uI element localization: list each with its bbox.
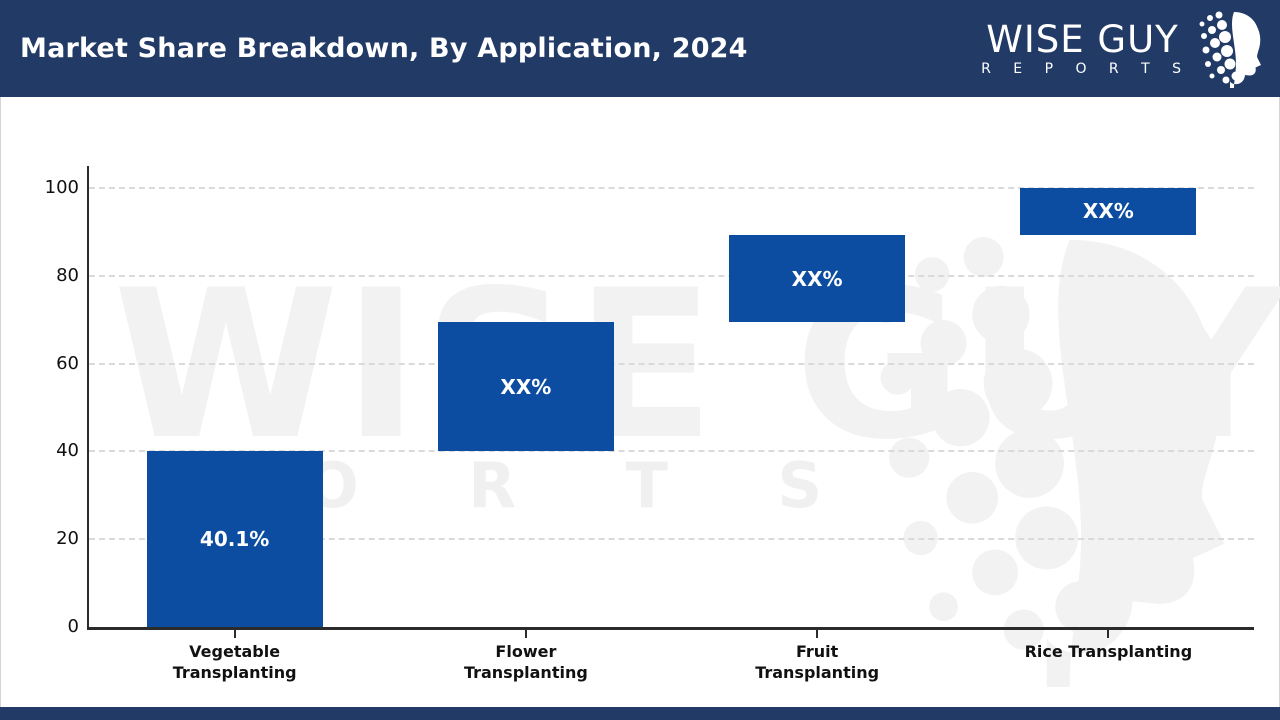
category-label-line: Vegetable xyxy=(189,642,281,661)
wise-guy-logo: WISE GUY R E P O R T S xyxy=(975,10,1262,88)
x-tick-mark xyxy=(1107,630,1110,638)
y-tick-label: 40 xyxy=(56,440,79,462)
category-label: Rice Transplanting xyxy=(978,642,1238,663)
page-title: Market Share Breakdown, By Application, … xyxy=(20,33,748,64)
x-tick-mark xyxy=(524,630,527,638)
x-tick-mark xyxy=(233,630,236,638)
chart-canvas: WISE GUY P O R T S 0 20 40 60 80 100 40.1% Vege… xyxy=(0,97,1280,707)
bar-value-label: XX% xyxy=(1082,199,1134,224)
category-label-line: Fruit xyxy=(795,642,839,661)
category-label-line: Transplanting xyxy=(463,662,588,682)
y-gridline xyxy=(89,538,1254,541)
y-tick-label: 100 xyxy=(44,176,79,198)
logo-subtitle: R E P O R T S xyxy=(981,61,1190,77)
x-axis-line xyxy=(87,627,1254,630)
y-tick-label: 0 xyxy=(67,616,79,637)
category-label-line: Rice Transplanting xyxy=(1024,642,1193,661)
footer-bar xyxy=(0,707,1280,720)
logo-face-icon xyxy=(1199,11,1261,88)
category-label: Fruit Transplanting xyxy=(687,642,947,684)
y-tick-label: 80 xyxy=(56,264,79,286)
bar-segment: XX% xyxy=(437,322,614,451)
y-gridline xyxy=(89,274,1254,277)
bar-segment: XX% xyxy=(729,234,906,323)
category-label: Flower Transplanting xyxy=(396,642,656,684)
logo-text: WISE GUY R E P O R T S xyxy=(975,21,1190,76)
y-gridline xyxy=(89,186,1254,189)
chart-plot-area: 0 20 40 60 80 100 40.1% Vegetable Transplanting X… xyxy=(1,97,1280,707)
y-tick-label: 60 xyxy=(56,352,79,374)
bar-value-label: 40.1% xyxy=(199,526,270,551)
logo-wordmark: WISE GUY xyxy=(986,18,1179,61)
bar-value-label: XX% xyxy=(500,374,552,399)
y-tick-label: 20 xyxy=(56,528,79,550)
bar-segment: 40.1% xyxy=(146,450,323,627)
category-label: Vegetable Transplanting xyxy=(105,642,365,684)
bar-segment: XX% xyxy=(1020,187,1197,235)
y-gridline xyxy=(89,450,1254,453)
header-bar: Market Share Breakdown, By Application, … xyxy=(0,0,1280,97)
y-gridline xyxy=(89,362,1254,365)
category-label-line: Transplanting xyxy=(755,662,880,682)
y-axis-line xyxy=(87,166,89,629)
category-label-line: Flower xyxy=(495,642,557,661)
x-tick-mark xyxy=(816,630,819,638)
bar-value-label: XX% xyxy=(791,266,843,291)
category-label-line: Transplanting xyxy=(172,662,297,682)
